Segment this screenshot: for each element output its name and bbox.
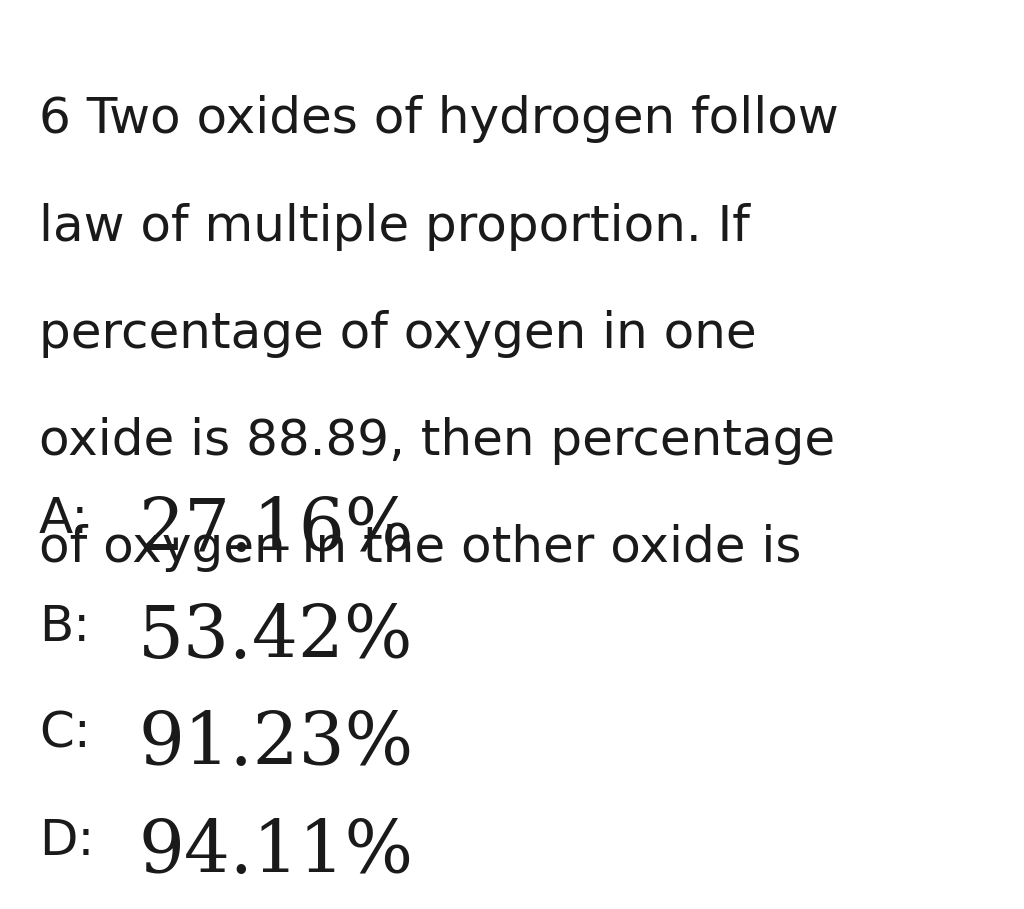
Text: 94.11%: 94.11% <box>138 817 414 888</box>
Text: C:: C: <box>39 710 91 758</box>
Text: D:: D: <box>39 817 94 865</box>
Text: 53.42%: 53.42% <box>138 603 414 674</box>
Text: B:: B: <box>39 603 90 651</box>
Text: A:: A: <box>39 495 89 544</box>
Text: 27.16%: 27.16% <box>138 495 414 566</box>
Text: law of multiple proportion. If: law of multiple proportion. If <box>39 203 750 251</box>
Text: 6 Two oxides of hydrogen follow: 6 Two oxides of hydrogen follow <box>39 95 839 144</box>
Text: percentage of oxygen in one: percentage of oxygen in one <box>39 310 757 358</box>
Text: of oxygen in the other oxide is: of oxygen in the other oxide is <box>39 524 802 573</box>
Text: oxide is 88.89, then percentage: oxide is 88.89, then percentage <box>39 417 835 465</box>
Text: 91.23%: 91.23% <box>138 710 414 781</box>
